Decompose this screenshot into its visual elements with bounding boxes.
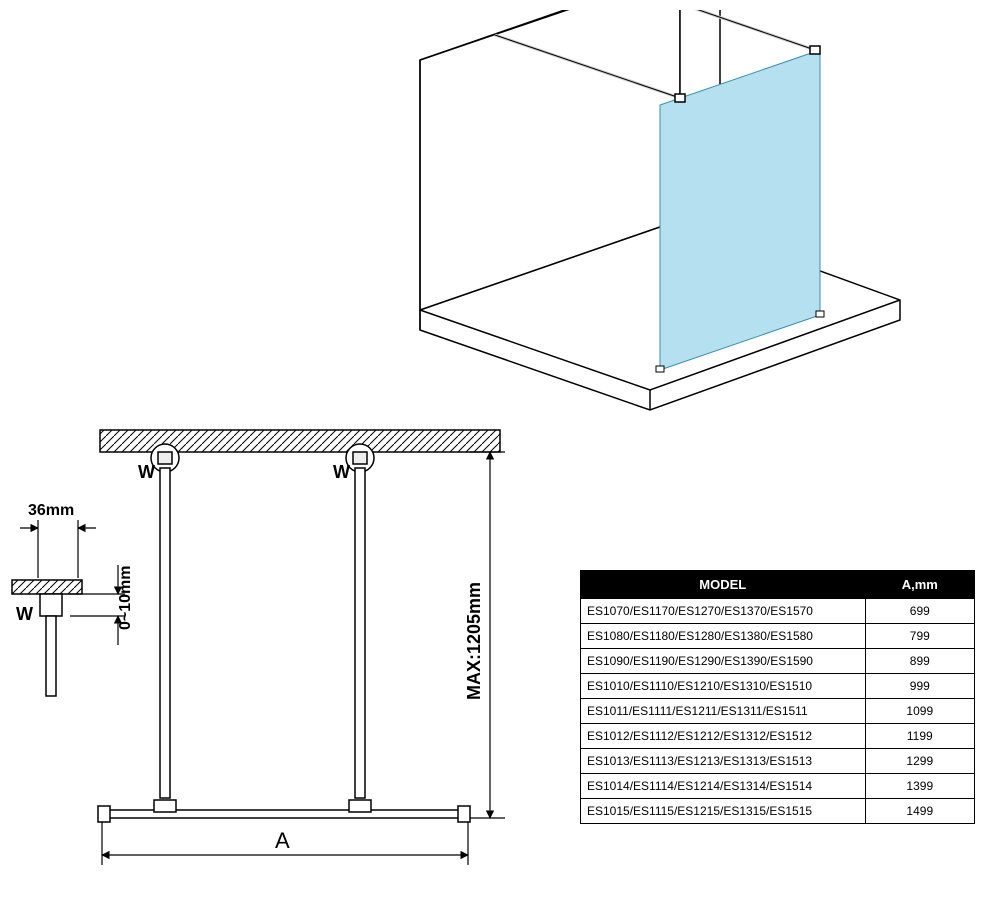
dim-a: A: [275, 828, 290, 853]
model-cell: ES1015/ES1115/ES1215/ES1315/ES1515: [581, 799, 866, 824]
dim-tolerance: 0~10mm: [117, 566, 134, 631]
schematic-drawing: W W W 36mm 0~10mm MAX:: [10, 420, 570, 900]
model-cell: ES1013/ES1113/ES1213/ES1313/ES1513: [581, 749, 866, 774]
dim-cell: 799: [865, 624, 974, 649]
table-row: ES1014/ES1114/ES1214/ES1314/ES15141399: [581, 774, 975, 799]
dim-cell: 699: [865, 599, 974, 624]
model-cell: ES1011/ES1111/ES1211/ES1311/ES1511: [581, 699, 866, 724]
model-cell: ES1014/ES1114/ES1214/ES1314/ES1514: [581, 774, 866, 799]
table-row: ES1010/ES1110/ES1210/ES1310/ES1510999: [581, 674, 975, 699]
model-cell: ES1012/ES1112/ES1212/ES1312/ES1512: [581, 724, 866, 749]
dim-cell: 899: [865, 649, 974, 674]
model-cell: ES1070/ES1170/ES1270/ES1370/ES1570: [581, 599, 866, 624]
model-cell: ES1090/ES1190/ES1290/ES1390/ES1590: [581, 649, 866, 674]
dim-cell: 999: [865, 674, 974, 699]
isometric-render: [380, 10, 940, 420]
table-row: ES1070/ES1170/ES1270/ES1370/ES1570699: [581, 599, 975, 624]
table-row: ES1015/ES1115/ES1215/ES1315/ES15151499: [581, 799, 975, 824]
dim-cell: 1099: [865, 699, 974, 724]
dim-cell: 1399: [865, 774, 974, 799]
dim-cell: 1299: [865, 749, 974, 774]
table-row: ES1012/ES1112/ES1212/ES1312/ES15121199: [581, 724, 975, 749]
table-row: ES1090/ES1190/ES1290/ES1390/ES1590899: [581, 649, 975, 674]
dim-cell: 1199: [865, 724, 974, 749]
th-model: MODEL: [581, 571, 866, 599]
table-row: ES1080/ES1180/ES1280/ES1380/ES1580799: [581, 624, 975, 649]
table-row: ES1013/ES1113/ES1213/ES1313/ES15131299: [581, 749, 975, 774]
model-cell: ES1010/ES1110/ES1210/ES1310/ES1510: [581, 674, 866, 699]
model-cell: ES1080/ES1180/ES1280/ES1380/ES1580: [581, 624, 866, 649]
dim-cell: 1499: [865, 799, 974, 824]
dim-36mm: 36mm: [28, 502, 74, 519]
dim-max-height: MAX:1205mm: [464, 582, 484, 700]
model-dimension-table: MODEL A,mm ES1070/ES1170/ES1270/ES1370/E…: [580, 570, 975, 824]
bracket-label-w: W: [333, 462, 350, 482]
table-row: ES1011/ES1111/ES1211/ES1311/ES15111099: [581, 699, 975, 724]
bracket-label-w: W: [138, 462, 155, 482]
bracket-label-w-side: W: [16, 604, 33, 624]
th-dim: A,mm: [865, 571, 974, 599]
